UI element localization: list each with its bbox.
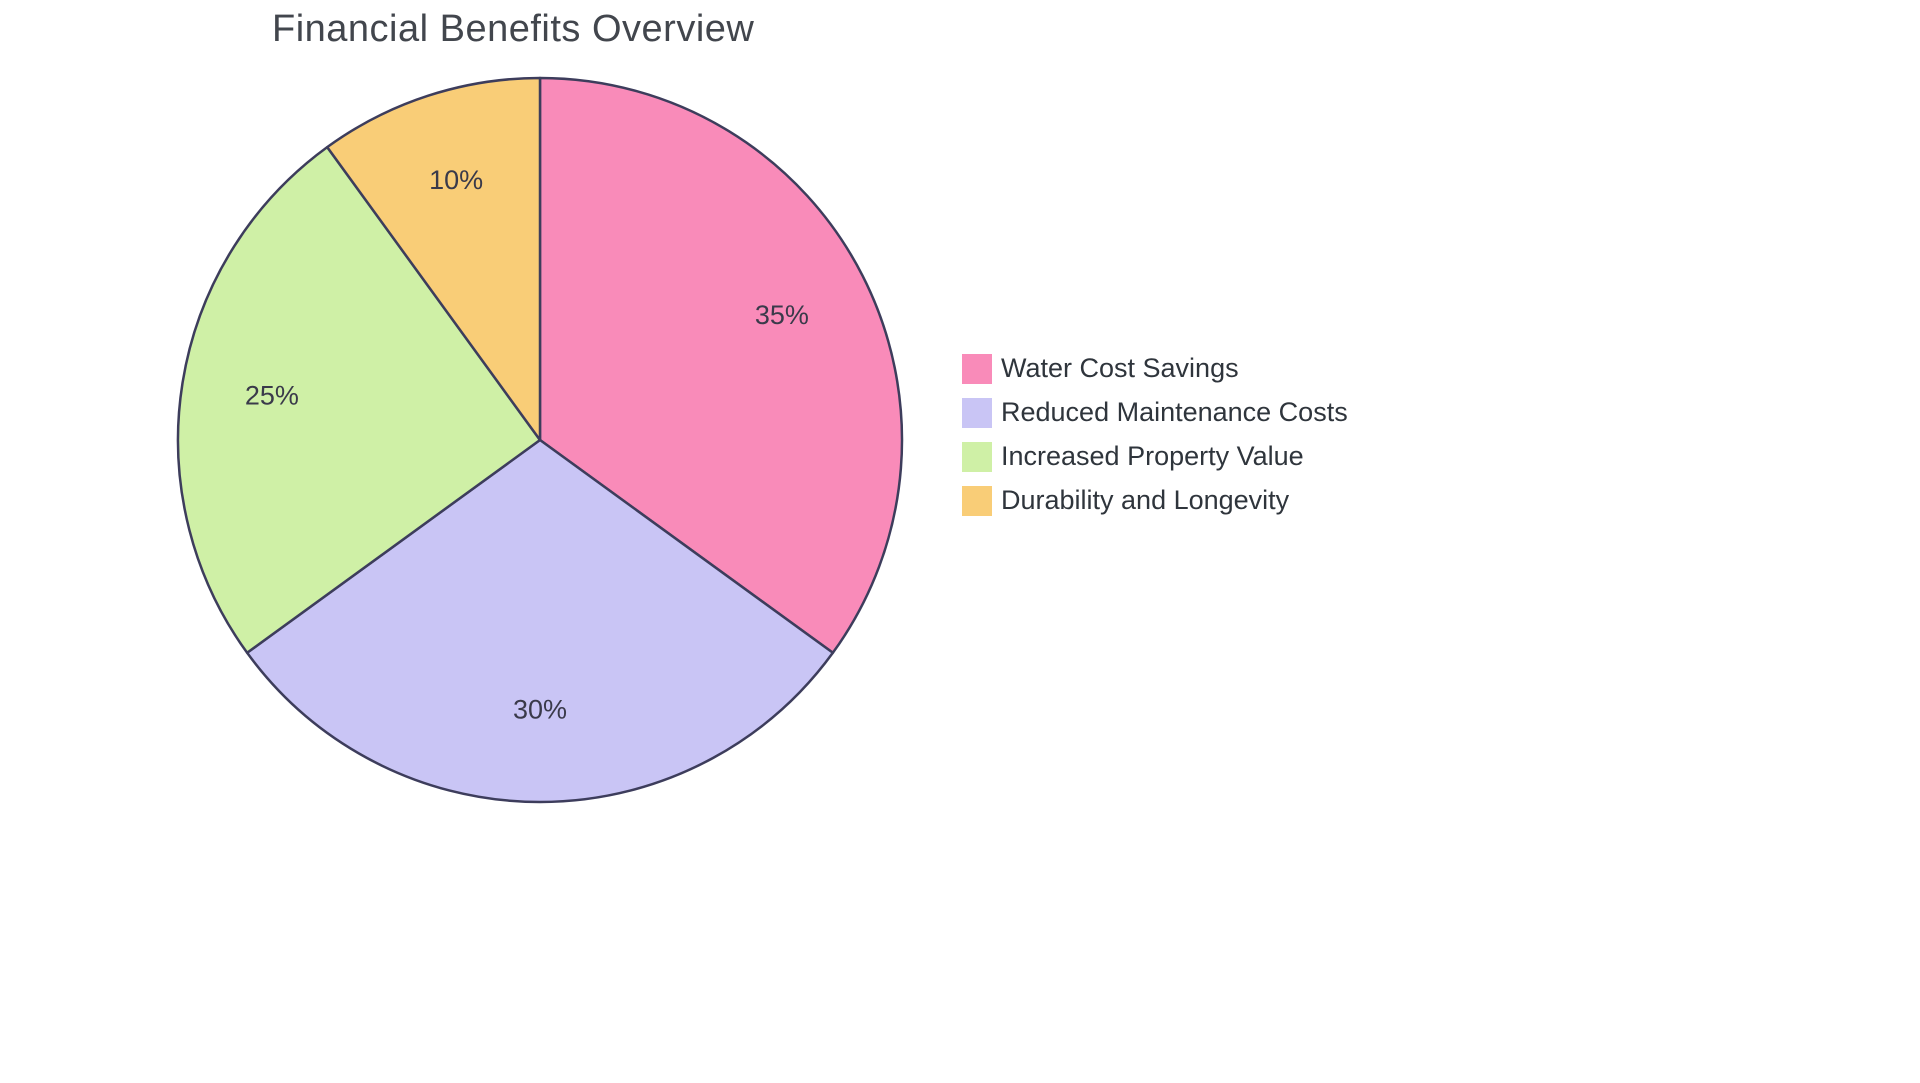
legend-label: Increased Property Value [1001, 441, 1304, 471]
legend-swatch-icon [962, 353, 992, 384]
legend-item: Durability and Longevity [962, 485, 1348, 516]
pie-slice-percent-label: 25% [245, 381, 299, 411]
pie-slices-group [176, 76, 904, 804]
legend-swatch-icon [962, 397, 992, 428]
legend-item: Reduced Maintenance Costs [962, 397, 1348, 428]
legend-swatch-icon [962, 485, 992, 516]
pie-slice-percent-label: 30% [513, 695, 567, 725]
pie-slice-labels-group: 35% 30% 25% 10% [245, 165, 809, 725]
legend-item: Increased Property Value [962, 441, 1348, 472]
legend: Water Cost Savings Reduced Maintenance C… [962, 353, 1348, 516]
legend-label: Water Cost Savings [1001, 353, 1239, 383]
pie-slice-percent-label: 10% [429, 165, 483, 195]
pie-slice-4 [325, 76, 542, 442]
pie-slice-1 [538, 76, 904, 655]
legend-label: Reduced Maintenance Costs [1001, 397, 1348, 427]
pie-slice-2 [245, 438, 835, 804]
legend-item: Water Cost Savings [962, 353, 1348, 384]
pie-slice-3 [176, 145, 542, 655]
chart-title: Financial Benefits Overview [272, 8, 755, 50]
legend-label: Durability and Longevity [1001, 485, 1290, 515]
pie-slice-percent-label: 35% [755, 300, 809, 330]
legend-swatch-icon [962, 441, 992, 472]
